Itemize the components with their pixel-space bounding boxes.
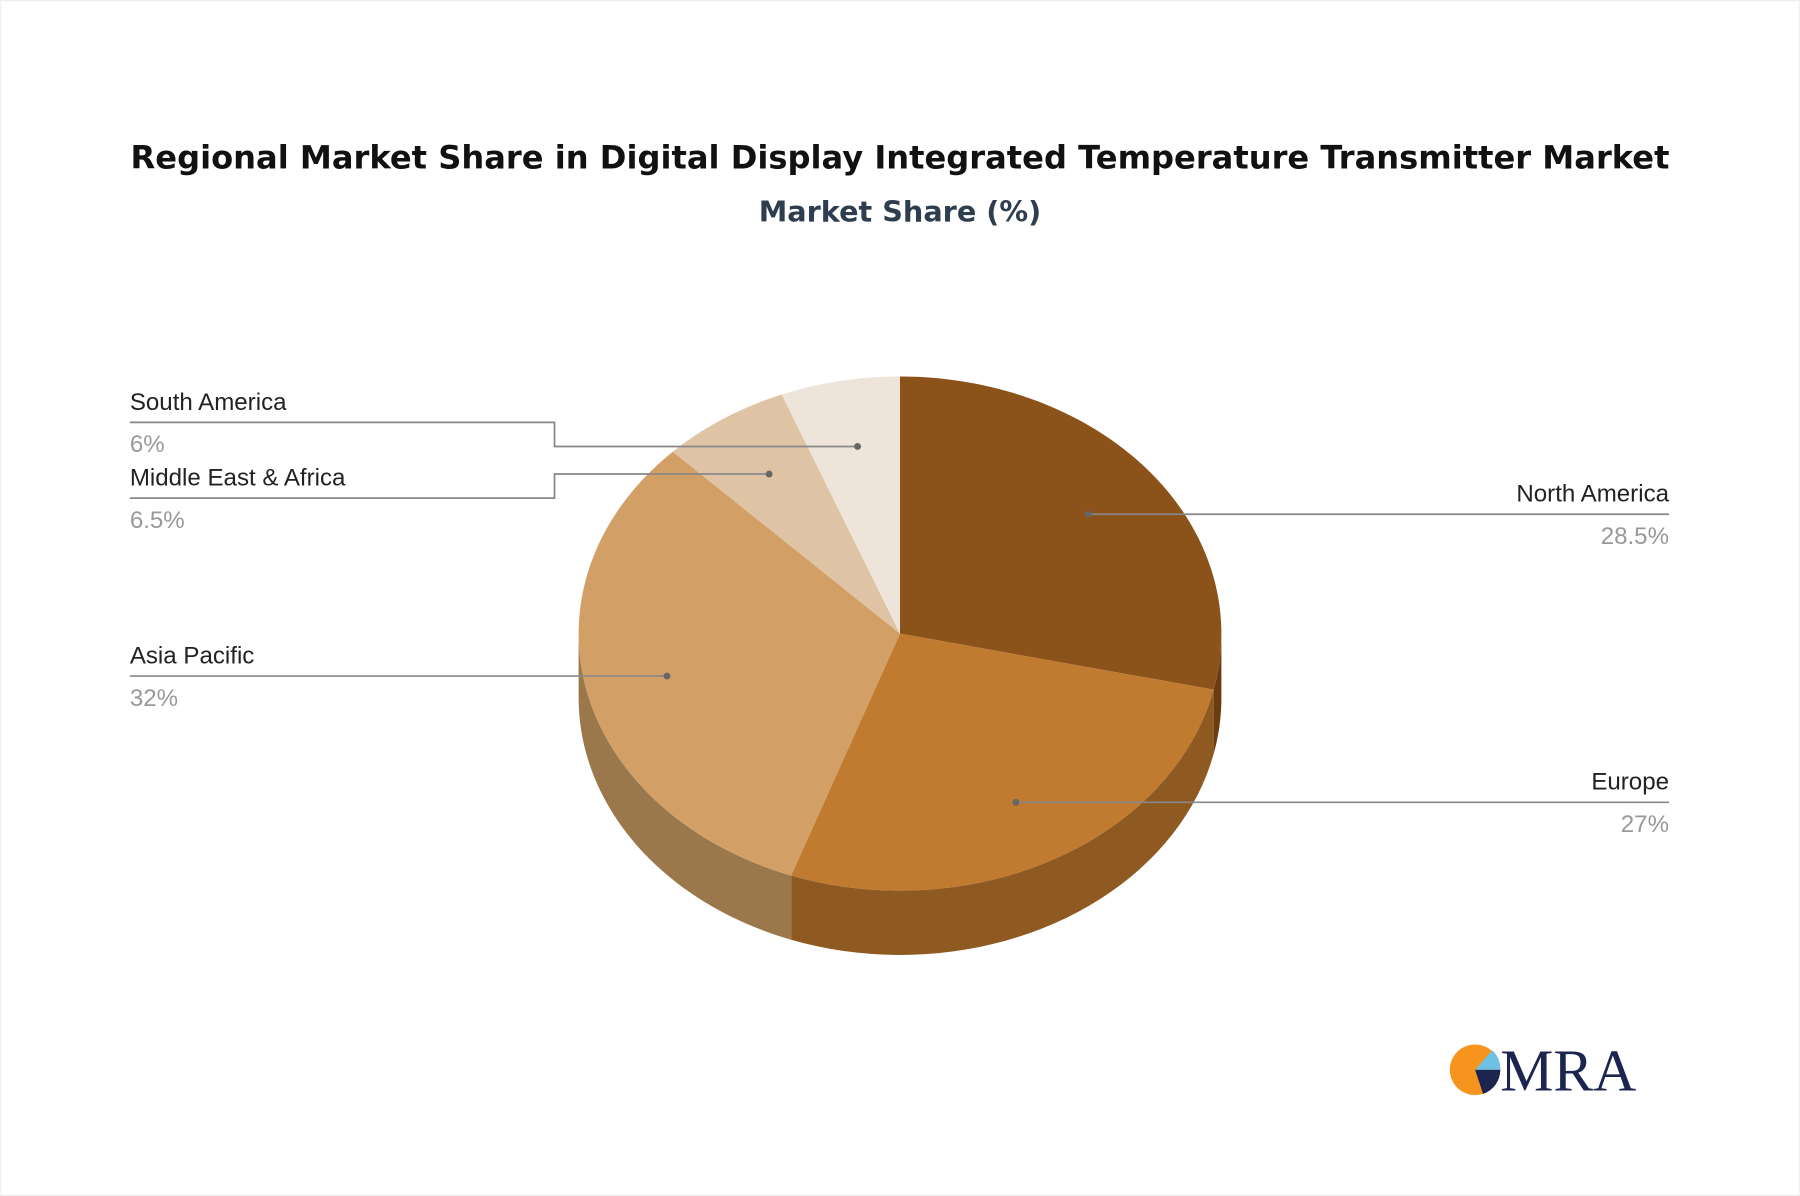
side-europe	[791, 689, 1214, 955]
leader-south-america	[129, 421, 858, 448]
slice-south-america[interactable]	[781, 376, 900, 634]
leader-middle-east-africa	[129, 473, 770, 500]
label-europe: Europe	[1591, 769, 1669, 796]
logo-text: MRA	[1500, 1037, 1636, 1103]
leader-lines	[129, 421, 1670, 806]
slice-europe[interactable]	[791, 633, 1214, 891]
value-middle-east-africa: 6.5%	[130, 507, 185, 534]
chart-subtitle: Market Share (%)	[759, 195, 1042, 229]
slice-middle-east-africa[interactable]	[672, 394, 900, 634]
logo-slice2-icon	[1475, 1050, 1501, 1070]
label-middle-east-africa: Middle East & Africa	[130, 465, 346, 492]
mra-logo: MRA	[1449, 1037, 1636, 1103]
logo-slice-icon	[1475, 1069, 1501, 1094]
value-north-america: 28.5%	[1601, 523, 1669, 550]
leader-dot-north-america	[1084, 510, 1092, 518]
leader-dot-south-america	[854, 443, 861, 450]
slice-north-america[interactable]	[900, 376, 1222, 690]
leader-dot-middle-east-africa	[765, 470, 773, 478]
slice-asia-pacific[interactable]	[578, 451, 900, 876]
value-europe: 27%	[1621, 811, 1669, 838]
label-north-america: North America	[1516, 481, 1669, 508]
chart-title: Regional Market Share in Digital Display…	[131, 139, 1670, 177]
label-south-america: South America	[130, 389, 287, 416]
label-asia-pacific: Asia Pacific	[130, 642, 255, 669]
leader-dot-asia-pacific	[663, 672, 671, 680]
pie-slices	[578, 376, 1222, 891]
pie-sides	[578, 633, 1222, 955]
side-north-america	[1213, 633, 1222, 754]
side-asia-pacific	[578, 633, 792, 940]
leader-dot-europe	[1012, 798, 1020, 806]
value-south-america: 6%	[130, 431, 165, 458]
value-asia-pacific: 32%	[130, 685, 178, 712]
